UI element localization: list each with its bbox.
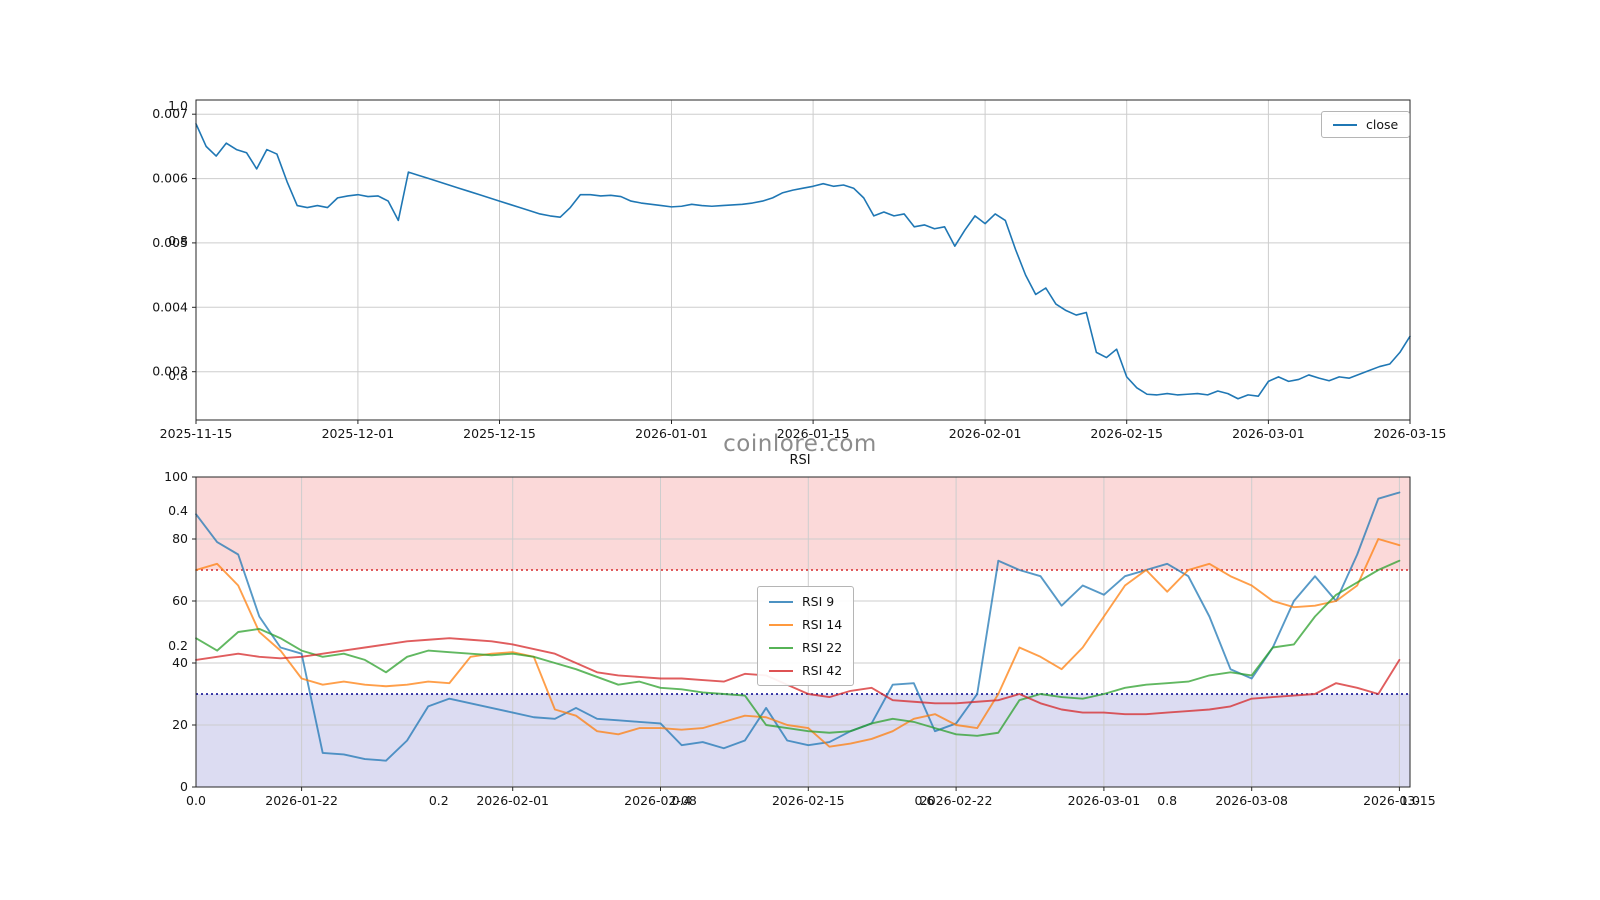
rsi-legend: RSI 9 RSI 14 RSI 22 RSI 42 bbox=[757, 586, 855, 686]
svg-text:60: 60 bbox=[172, 593, 188, 608]
rsi-9-line-swatch bbox=[769, 600, 793, 603]
svg-text:2026-03-01: 2026-03-01 bbox=[1232, 426, 1305, 441]
svg-text:2026-03-01: 2026-03-01 bbox=[1068, 793, 1141, 808]
legend-item-rsi-9: RSI 9 bbox=[769, 594, 842, 609]
legend-label-rsi-22: RSI 22 bbox=[802, 640, 843, 655]
svg-text:0.0: 0.0 bbox=[186, 793, 206, 808]
svg-text:2026-02-01: 2026-02-01 bbox=[949, 426, 1022, 441]
price-x-axis: 2025-11-15 2025-12-01 2025-12-15 2026-01-01… bbox=[160, 420, 1447, 441]
rsi-x-axis: 2026-01-22 2026-02-01 2026-02-08 2026-02-15… bbox=[186, 787, 1436, 808]
svg-text:1.0: 1.0 bbox=[1400, 793, 1420, 808]
svg-text:0.4: 0.4 bbox=[168, 503, 188, 518]
svg-text:2026-02-22: 2026-02-22 bbox=[920, 793, 993, 808]
legend-label-rsi-14: RSI 14 bbox=[802, 617, 843, 632]
svg-text:0.6: 0.6 bbox=[914, 793, 934, 808]
line-rsi-42 bbox=[195, 637, 1401, 716]
overbought-band bbox=[196, 477, 1410, 570]
svg-text:40: 40 bbox=[172, 655, 188, 670]
legend-label-rsi-42: RSI 42 bbox=[802, 663, 843, 678]
close-price-line bbox=[195, 123, 1411, 400]
rsi-chart-title: RSI bbox=[789, 453, 811, 468]
svg-text:2026-03-08: 2026-03-08 bbox=[1215, 793, 1288, 808]
svg-text:2025-12-15: 2025-12-15 bbox=[463, 426, 536, 441]
legend-item-rsi-14: RSI 14 bbox=[769, 617, 842, 632]
svg-text:0.004: 0.004 bbox=[152, 299, 188, 314]
legend-label-rsi-9: RSI 9 bbox=[802, 594, 835, 609]
legend-item-rsi-42: RSI 42 bbox=[769, 663, 842, 678]
svg-text:100: 100 bbox=[164, 469, 188, 484]
legend-label-close: close bbox=[1366, 117, 1399, 132]
line-rsi-14 bbox=[195, 538, 1401, 748]
rsi-14-line-swatch bbox=[769, 623, 793, 626]
legend-item-rsi-22: RSI 22 bbox=[769, 640, 842, 655]
line-rsi-9 bbox=[195, 491, 1401, 762]
svg-text:2026-02-15: 2026-02-15 bbox=[772, 793, 845, 808]
svg-text:0.006: 0.006 bbox=[152, 171, 188, 186]
svg-text:2026-03-15: 2026-03-15 bbox=[1374, 426, 1447, 441]
svg-text:0.003: 0.003 bbox=[152, 364, 188, 379]
rsi-plot-border bbox=[195, 476, 1411, 788]
oversold-band bbox=[196, 694, 1410, 787]
svg-text:2025-12-01: 2025-12-01 bbox=[322, 426, 395, 441]
close-line-swatch bbox=[1333, 123, 1357, 126]
price-y-axis: 0.003 0.004 0.005 0.006 0.007 bbox=[152, 106, 196, 379]
svg-text:80: 80 bbox=[172, 531, 188, 546]
svg-text:2026-03-15: 2026-03-15 bbox=[1363, 793, 1436, 808]
rsi-22-line-swatch bbox=[769, 646, 793, 649]
line-rsi-22 bbox=[195, 559, 1401, 737]
price-legend: close bbox=[1321, 111, 1411, 138]
svg-text:0.8: 0.8 bbox=[1157, 793, 1177, 808]
svg-text:0.007: 0.007 bbox=[152, 106, 188, 121]
svg-text:1.0: 1.0 bbox=[168, 98, 188, 113]
svg-text:2026-02-15: 2026-02-15 bbox=[1090, 426, 1163, 441]
secondary-y-axis-labels: 1.0 0.8 0.6 0.4 0.2 bbox=[168, 98, 188, 653]
price-grid bbox=[195, 100, 1411, 420]
watermark: coinlore.com bbox=[723, 431, 877, 457]
rsi-42-line-swatch bbox=[769, 669, 793, 672]
rsi-y-axis: 0 20 40 60 80 100 bbox=[164, 469, 196, 794]
svg-text:0.6: 0.6 bbox=[168, 368, 188, 383]
svg-text:0.8: 0.8 bbox=[168, 233, 188, 248]
legend-item-close: close bbox=[1333, 117, 1398, 132]
svg-text:2026-02-08: 2026-02-08 bbox=[624, 793, 697, 808]
price-plot-border bbox=[195, 99, 1411, 421]
svg-text:2026-01-15: 2026-01-15 bbox=[777, 426, 850, 441]
svg-text:0.2: 0.2 bbox=[168, 638, 188, 653]
svg-text:0.2: 0.2 bbox=[429, 793, 449, 808]
svg-text:2026-01-01: 2026-01-01 bbox=[635, 426, 708, 441]
svg-text:0: 0 bbox=[180, 779, 188, 794]
svg-text:2026-02-01: 2026-02-01 bbox=[476, 793, 549, 808]
svg-text:2025-11-15: 2025-11-15 bbox=[160, 426, 233, 441]
svg-text:0.005: 0.005 bbox=[152, 235, 188, 250]
svg-text:2026-01-22: 2026-01-22 bbox=[265, 793, 338, 808]
svg-text:0.4: 0.4 bbox=[672, 793, 692, 808]
svg-text:20: 20 bbox=[172, 717, 188, 732]
